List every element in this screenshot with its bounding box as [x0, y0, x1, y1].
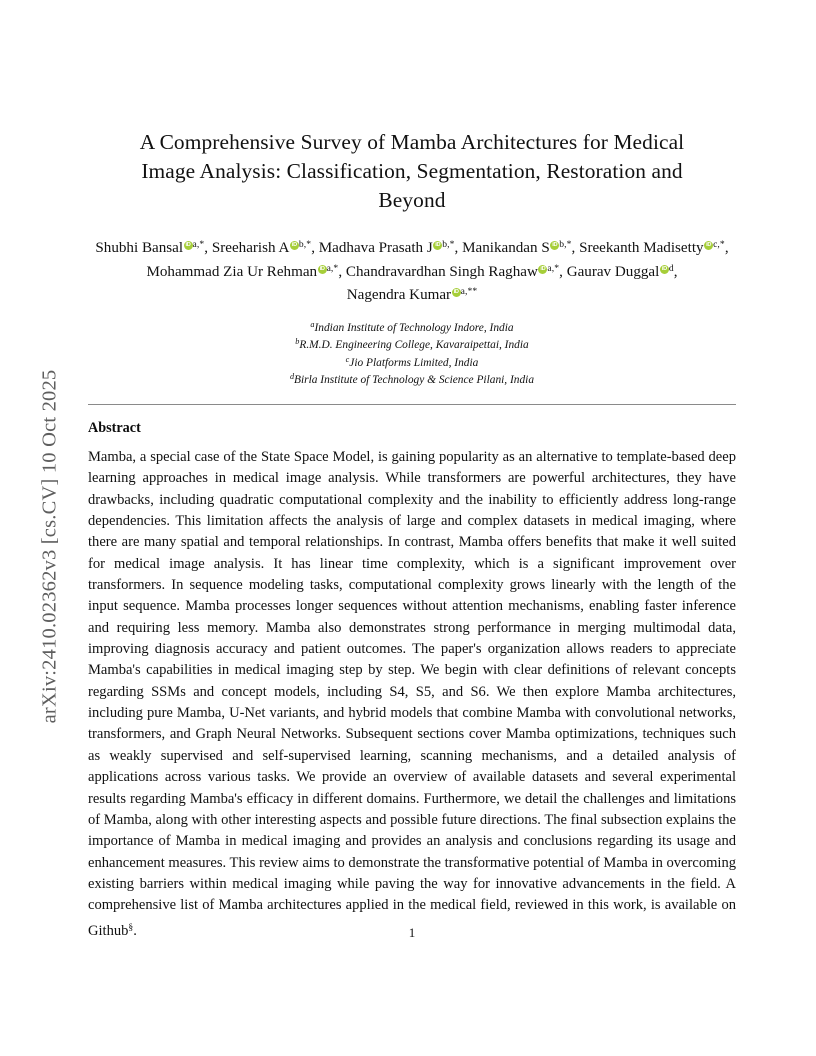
author-entry: Sreekanth Madisetty c,* — [579, 239, 725, 256]
author-affiliation-marker: c,* — [713, 239, 725, 250]
affiliation-text: R.M.D. Engineering College, Kavaraipetta… — [299, 339, 529, 352]
abstract-heading: Abstract — [88, 420, 141, 436]
affiliation-item: dBirla Institute of Technology & Science… — [88, 370, 736, 388]
author-entry: Gaurav Duggal d — [566, 262, 674, 280]
affiliation-text: Birla Institute of Technology & Science … — [294, 374, 535, 387]
author-entry: Madhava Prasath J b,* — [318, 239, 455, 256]
affiliation-list: aIndian Institute of Technology Indore, … — [88, 306, 736, 388]
author-affiliation-marker: a,* — [547, 262, 560, 274]
affiliation-marker: b — [295, 337, 300, 347]
affiliation-marker: c — [345, 354, 350, 364]
author-affiliation-marker: b,* — [442, 239, 455, 250]
affiliation-item: bR.M.D. Engineering College, Kavaraipett… — [88, 335, 736, 353]
author-name: Shubhi Bansal — [95, 240, 184, 256]
author-name: Mohammad Zia Ur Rehman — [146, 263, 318, 280]
author-affiliation-marker: a,* — [326, 262, 339, 274]
author-name: Madhava Prasath J — [318, 240, 433, 256]
orcid-icon[interactable] — [433, 241, 443, 250]
abstract-body: Mamba, a special case of the State Space… — [88, 449, 736, 939]
orcid-icon[interactable] — [538, 264, 548, 274]
author-entry: Shubhi Bansal a,* — [95, 239, 205, 256]
affiliation-marker: a — [310, 319, 315, 329]
arxiv-stamp: arXiv:2410.02362v3 [cs.CV] 10 Oct 2025 — [0, 0, 86, 1056]
paper-page: A Comprehensive Survey of Mamba Architec… — [88, 0, 736, 1056]
author-name: Chandravardhan Singh Raghaw — [345, 263, 538, 280]
page-title-line-2: Image Analysis: Classification, Segmenta… — [141, 159, 683, 183]
author-name: Manikandan S — [462, 240, 550, 256]
author-name: Nagendra Kumar — [346, 287, 452, 303]
affiliation-item: cJio Platforms Limited, India — [88, 353, 736, 371]
author-name: Gaurav Duggal — [566, 263, 660, 280]
author-affiliation-marker: a,* — [192, 239, 205, 250]
orcid-icon[interactable] — [704, 241, 714, 250]
author-entry: Mohammad Zia Ur Rehman a,* — [146, 262, 339, 280]
affiliation-text: Indian Institute of Technology Indore, I… — [314, 321, 514, 334]
author-affiliation-marker: b,* — [559, 239, 572, 250]
page-title-line-3: Beyond — [378, 188, 446, 212]
abstract-section: Abstract Mamba, a special case of the St… — [88, 419, 736, 942]
affiliation-item: aIndian Institute of Technology Indore, … — [88, 318, 736, 336]
arxiv-stamp-text: arXiv:2410.02362v3 [cs.CV] 10 Oct 2025 — [38, 369, 61, 724]
author-name: Sreekanth Madisetty — [579, 240, 704, 256]
orcid-icon[interactable] — [451, 288, 461, 297]
orcid-icon[interactable] — [289, 241, 299, 250]
orcid-icon[interactable] — [183, 241, 193, 250]
orcid-icon[interactable] — [550, 241, 560, 250]
author-name: Sreeharish A — [211, 240, 290, 256]
page-title: A Comprehensive Survey of Mamba Architec… — [88, 0, 736, 215]
github-footnote-marker: § — [128, 921, 134, 933]
orcid-icon[interactable] — [317, 264, 327, 274]
author-entry: Chandravardhan Singh Raghaw a,* — [345, 262, 560, 280]
author-list: Shubhi Bansala,*, Sreeharish Ab,*, Madha… — [88, 215, 736, 306]
affiliation-marker: d — [289, 372, 295, 382]
page-title-line-1: A Comprehensive Survey of Mamba Architec… — [139, 130, 685, 154]
author-entry: Sreeharish A b,* — [211, 239, 312, 256]
author-affiliation-marker: a,** — [460, 286, 478, 297]
author-entry: Nagendra Kumar a,** — [346, 286, 478, 303]
author-entry: Manikandan S b,* — [462, 239, 572, 256]
affiliation-text: Jio Platforms Limited, India — [349, 356, 479, 369]
author-affiliation-marker: b,* — [298, 239, 312, 250]
page-number: 1 — [408, 925, 416, 940]
abstract-divider — [88, 404, 736, 405]
author-affiliation-marker: d — [668, 262, 674, 274]
orcid-icon[interactable] — [659, 264, 669, 274]
